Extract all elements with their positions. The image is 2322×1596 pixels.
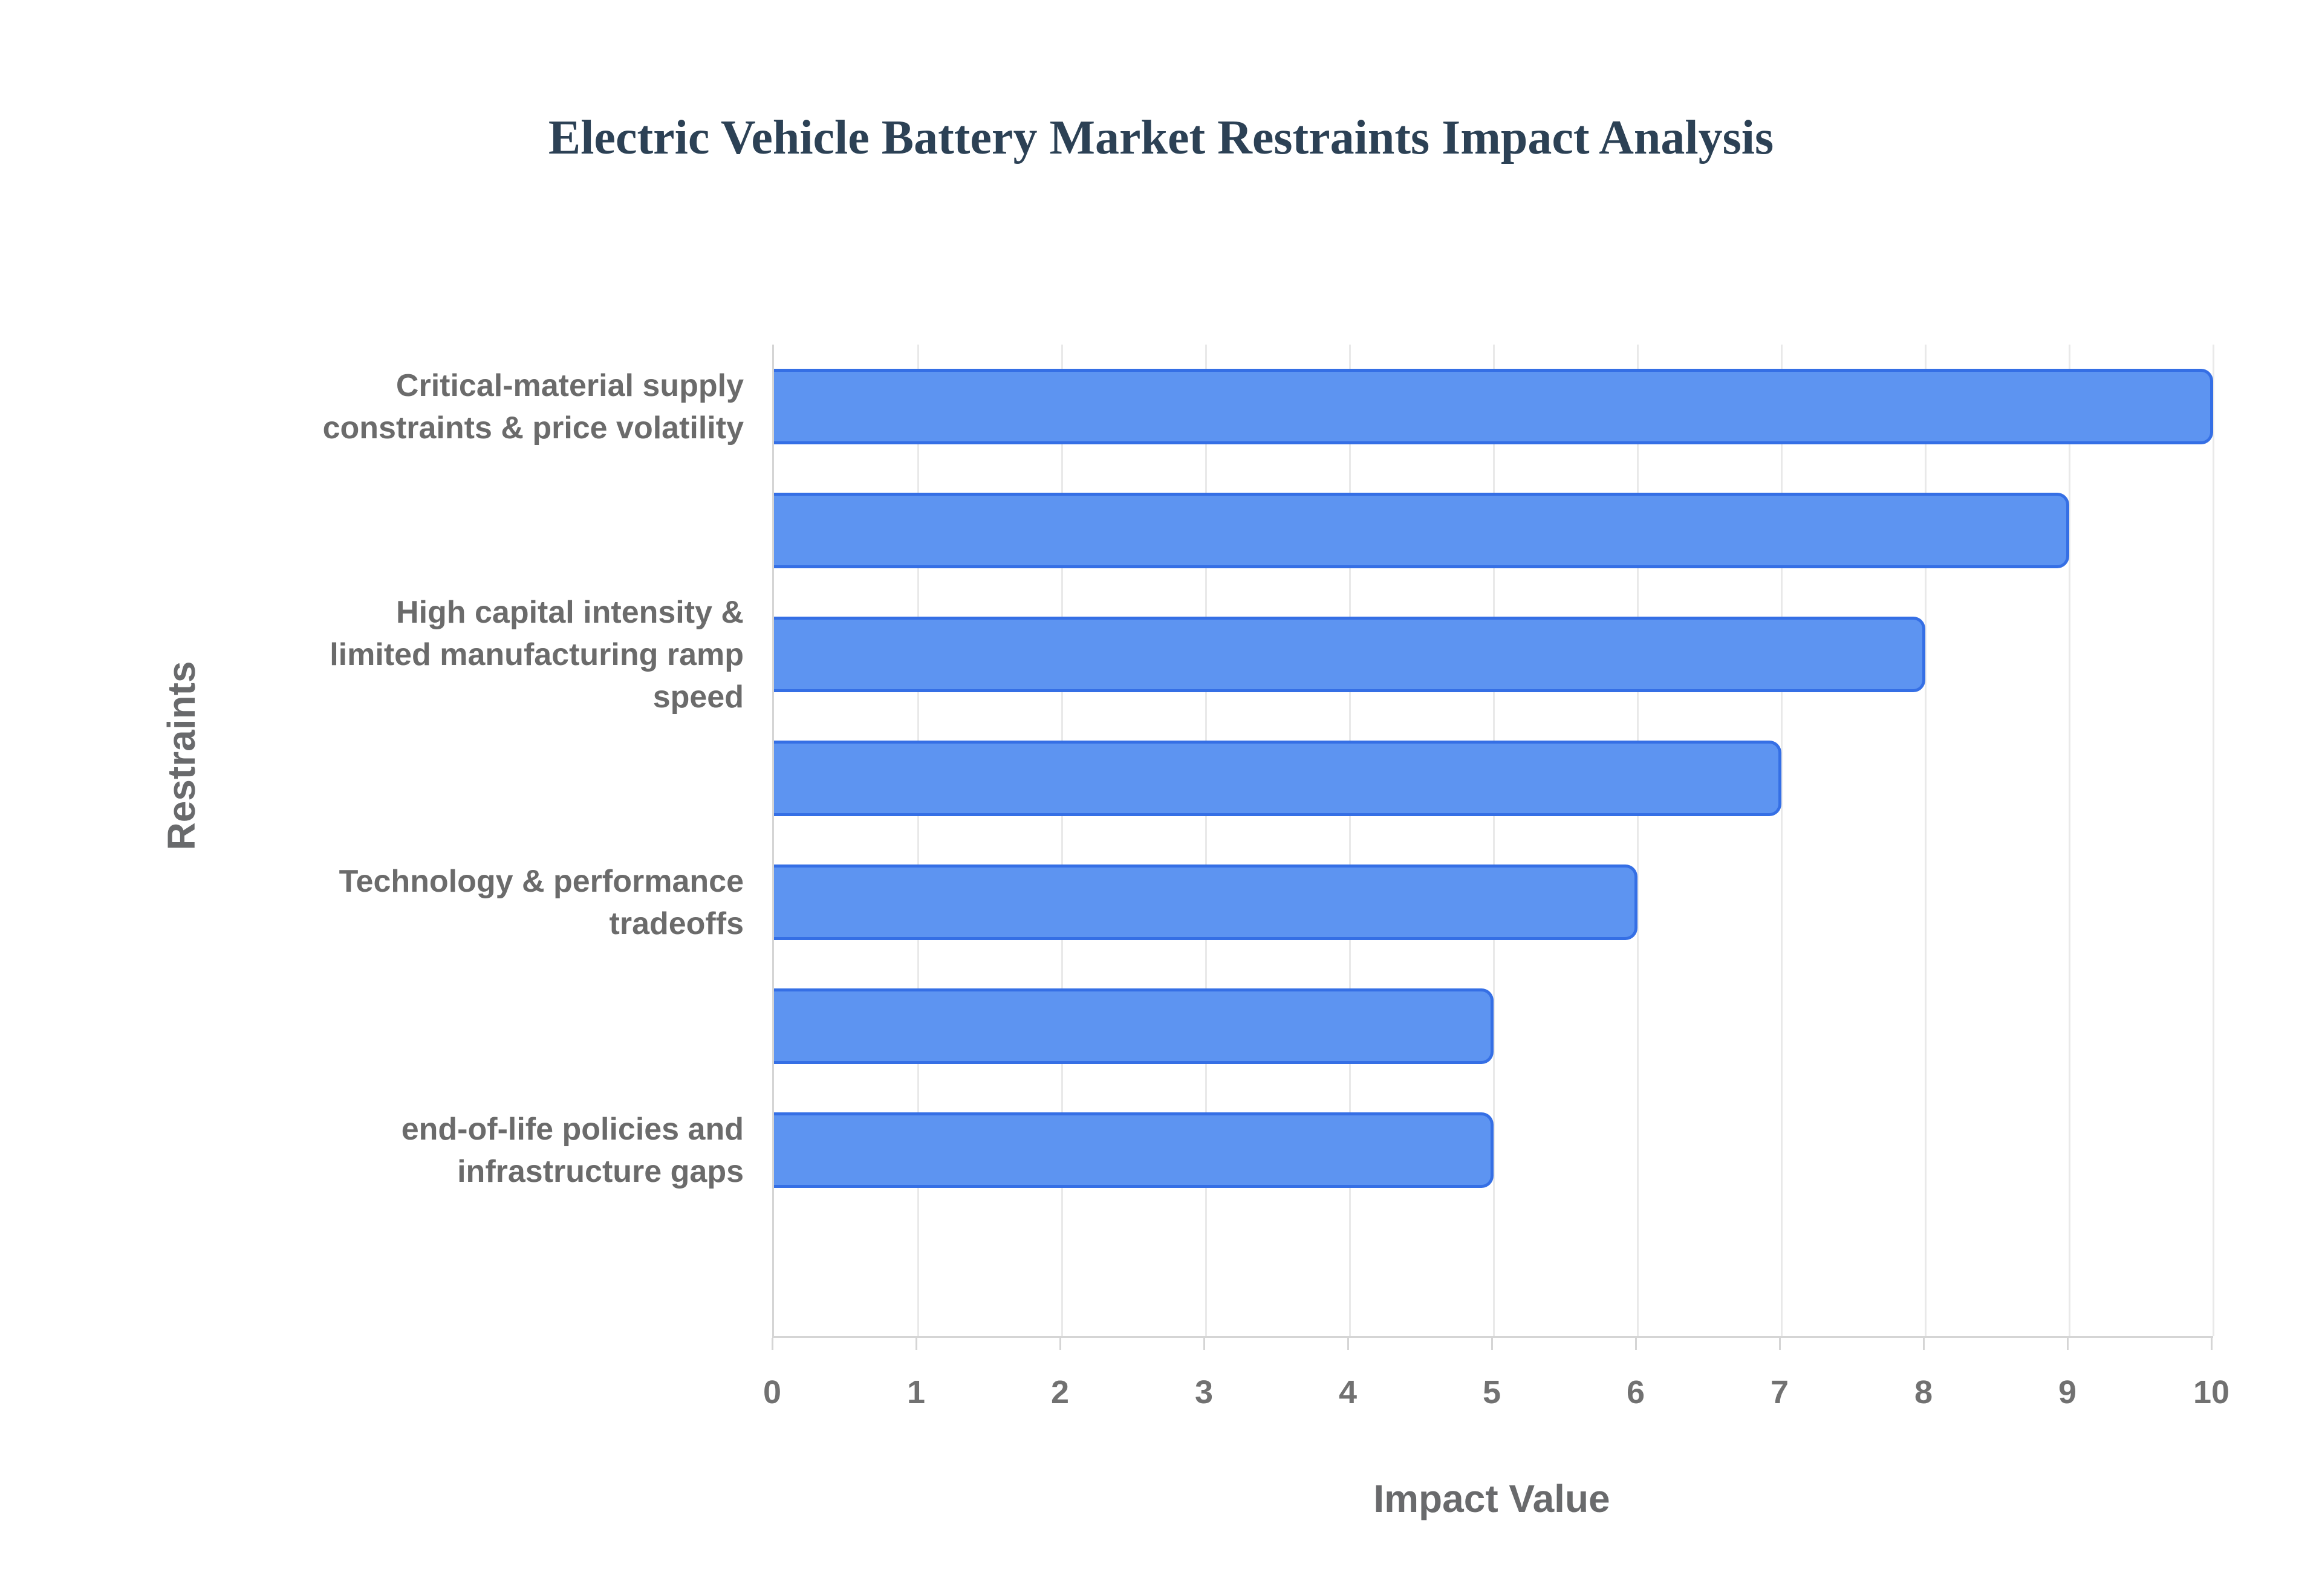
axis-tick	[2211, 1338, 2213, 1350]
x-axis-title: Impact Value	[1373, 1477, 1610, 1520]
gridline	[1205, 345, 1207, 1336]
x-tick-label: 7	[1770, 1374, 1789, 1410]
gridline	[917, 345, 919, 1336]
axis-tick	[1779, 1338, 1781, 1350]
bar[interactable]	[774, 864, 1637, 940]
gridline	[1781, 345, 1783, 1336]
bar[interactable]	[774, 617, 1925, 692]
axis-tick	[1491, 1338, 1493, 1350]
x-tick-label: 8	[1914, 1374, 1933, 1410]
x-tick-label: 1	[906, 1374, 926, 1410]
axis-tick	[1203, 1338, 1205, 1350]
gridline	[2069, 345, 2070, 1336]
axis-tick	[915, 1338, 917, 1350]
plot-area	[772, 345, 2214, 1338]
gridline	[1493, 345, 1495, 1336]
gridline	[1637, 345, 1639, 1336]
axis-tick	[772, 1338, 773, 1350]
category-label: Critical-material supply constraints & pr…	[322, 368, 744, 446]
x-tick-label: 6	[1626, 1374, 1645, 1410]
gridline	[1349, 345, 1351, 1336]
category-label: High capital intensity & limited manufact…	[330, 594, 744, 715]
x-tick-label: 10	[2193, 1374, 2230, 1410]
gridline	[1061, 345, 1063, 1336]
category-label: end-of-life policies and infrastructure g…	[401, 1111, 744, 1189]
x-tick-label: 0	[763, 1374, 782, 1410]
bar[interactable]	[774, 1112, 1494, 1188]
axis-tick	[1635, 1338, 1637, 1350]
axis-tick	[2067, 1338, 2069, 1350]
x-tick-label: 3	[1194, 1374, 1214, 1410]
category-label: Technology & performance tradeoffs	[339, 863, 744, 941]
x-tick-label: 9	[2058, 1374, 2077, 1410]
gridline	[1925, 345, 1927, 1336]
bar[interactable]	[774, 493, 2069, 568]
axis-tick	[1059, 1338, 1061, 1350]
x-tick-label: 4	[1338, 1374, 1358, 1410]
bar[interactable]	[774, 741, 1781, 816]
bar[interactable]	[774, 369, 2213, 444]
axis-tick	[1923, 1338, 1925, 1350]
x-tick-label: 2	[1050, 1374, 1070, 1410]
axis-tick	[1347, 1338, 1349, 1350]
x-tick-label: 5	[1482, 1374, 1501, 1410]
chart-title: Electric Vehicle Battery Market Restrain…	[548, 111, 1774, 164]
bar[interactable]	[774, 988, 1494, 1064]
gridline	[2213, 345, 2214, 1336]
